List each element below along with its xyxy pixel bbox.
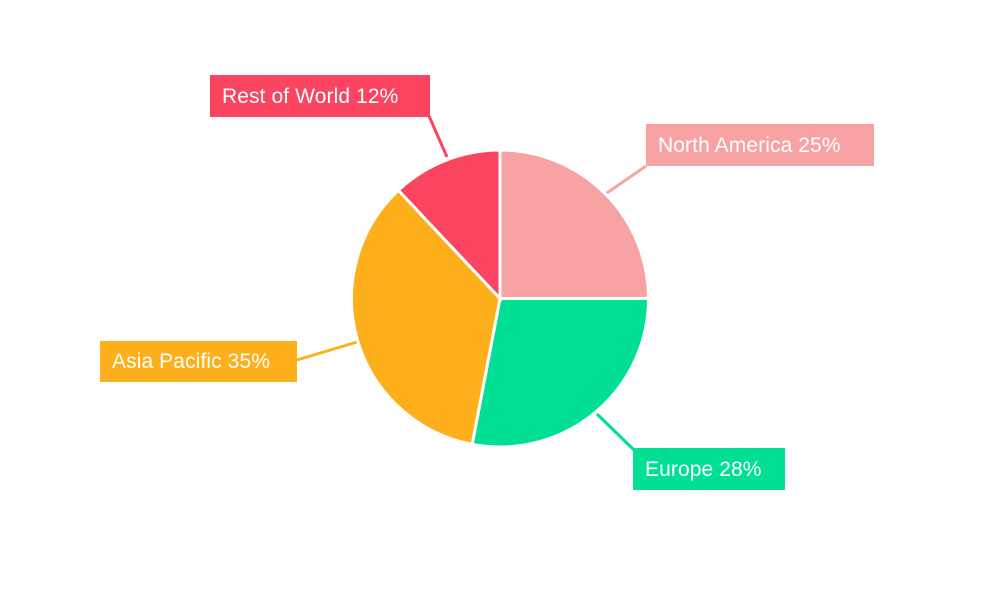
leader-line-asia-pacific: [296, 340, 358, 362]
pie-label-north-america[interactable]: North America 25%: [646, 124, 874, 166]
pie-label-europe[interactable]: Europe 28%: [633, 448, 785, 490]
leader-line-rest-of-world: [427, 115, 449, 158]
pie-label-asia-pacific[interactable]: Asia Pacific 35%: [100, 341, 297, 382]
pie-slice-north-america[interactable]: [498, 148, 651, 300]
pie-slice-asia-pacific[interactable]: [350, 188, 502, 447]
leader-line-europe: [595, 412, 636, 452]
pie-slice-europe[interactable]: [470, 297, 651, 449]
pie-label-rest-of-world-text: Rest of World 12%: [222, 84, 399, 108]
pie-slice-rest-of-world[interactable]: [396, 148, 502, 303]
pie-label-north-america-text: North America 25%: [658, 133, 841, 157]
pie-label-europe-text: Europe 28%: [645, 457, 762, 481]
pie-label-rest-of-world[interactable]: Rest of World 12%: [210, 75, 430, 117]
leader-line-north-america: [603, 164, 647, 197]
pie-label-asia-pacific-text: Asia Pacific 35%: [112, 350, 271, 373]
